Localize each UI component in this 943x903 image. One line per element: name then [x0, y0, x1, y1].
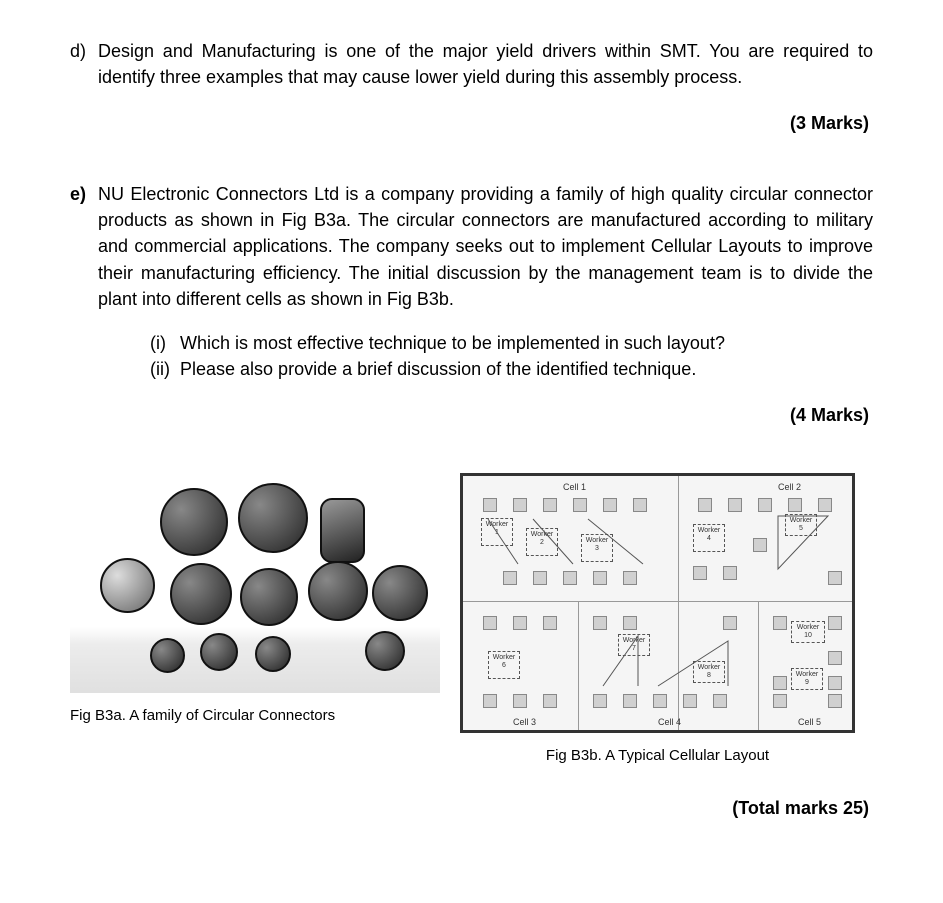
cell-separator [578, 601, 579, 730]
question-e-row: e) NU Electronic Connectors Ltd is a com… [70, 181, 873, 311]
total-marks: (Total marks 25) [70, 795, 873, 821]
connector-icon [372, 565, 428, 621]
question-e: e) NU Electronic Connectors Ltd is a com… [70, 181, 873, 428]
machine-icon [633, 498, 647, 512]
machine-icon [603, 498, 617, 512]
connector-icon [160, 488, 228, 556]
machine-icon [483, 616, 497, 630]
cell-separator [463, 601, 852, 602]
cellular-layout-diagram: Cell 1 Worker 1 Worker 2 Worker 3 Cell 2 [460, 473, 855, 733]
machine-icon [693, 566, 707, 580]
figure-b3b: Cell 1 Worker 1 Worker 2 Worker 3 Cell 2 [460, 473, 855, 767]
connector-icon [200, 633, 238, 671]
connector-icon [150, 638, 185, 673]
machine-icon [753, 538, 767, 552]
connector-icon [238, 483, 308, 553]
sub-i-num: (i) [150, 330, 180, 356]
machine-icon [818, 498, 832, 512]
sub-i-text: Which is most effective technique to be … [180, 330, 725, 356]
machine-icon [593, 616, 607, 630]
connector-icon [308, 561, 368, 621]
machine-icon [483, 498, 497, 512]
cell3-label: Cell 3 [513, 716, 536, 729]
question-e-letter: e) [70, 181, 98, 207]
cell-separator [758, 601, 759, 730]
question-d-letter: d) [70, 38, 98, 64]
connector-icon [255, 636, 291, 672]
connector-icon [240, 568, 298, 626]
machine-icon [723, 616, 737, 630]
worker4-box: Worker 4 [693, 524, 725, 552]
figure-b3b-caption: Fig B3b. A Typical Cellular Layout [460, 745, 855, 767]
machine-icon [698, 498, 712, 512]
machine-icon [513, 616, 527, 630]
machine-icon [683, 694, 697, 708]
cell5-label: Cell 5 [798, 716, 821, 729]
machine-icon [713, 694, 727, 708]
machine-icon [483, 694, 497, 708]
machine-icon [623, 694, 637, 708]
machine-icon [543, 498, 557, 512]
cell2-label: Cell 2 [778, 481, 801, 494]
machine-icon [543, 694, 557, 708]
path-arrow-icon [478, 514, 658, 574]
question-d-row: d) Design and Manufacturing is one of th… [70, 38, 873, 90]
machine-icon [513, 694, 527, 708]
question-d: d) Design and Manufacturing is one of th… [70, 38, 873, 136]
path-arrow-icon [598, 631, 738, 691]
connector-icon [320, 498, 365, 563]
cell-separator [678, 476, 679, 730]
sub-item-i: (i) Which is most effective technique to… [150, 330, 873, 356]
connectors-photo [70, 473, 440, 693]
worker6-box: Worker 6 [488, 651, 520, 679]
machine-icon [828, 694, 842, 708]
machine-icon [723, 566, 737, 580]
figures-container: Fig B3a. A family of Circular Connectors… [70, 473, 873, 767]
machine-icon [758, 498, 772, 512]
machine-icon [828, 616, 842, 630]
machine-icon [788, 498, 802, 512]
sub-ii-text: Please also provide a brief discussion o… [180, 356, 696, 382]
question-e-text: NU Electronic Connectors Ltd is a compan… [98, 181, 873, 311]
machine-icon [543, 616, 557, 630]
question-e-subitems: (i) Which is most effective technique to… [70, 330, 873, 382]
machine-icon [513, 498, 527, 512]
question-d-text: Design and Manufacturing is one of the m… [98, 38, 873, 90]
question-d-marks: (3 Marks) [70, 110, 873, 136]
cell1-label: Cell 1 [563, 481, 586, 494]
machine-icon [773, 694, 787, 708]
path-arrow-icon [773, 514, 838, 579]
machine-icon [593, 694, 607, 708]
connector-icon [365, 631, 405, 671]
connector-icon [100, 558, 155, 613]
sub-ii-num: (ii) [150, 356, 180, 382]
sub-item-ii: (ii) Please also provide a brief discuss… [150, 356, 873, 382]
machine-icon [828, 651, 842, 665]
connector-icon [170, 563, 232, 625]
machine-icon [773, 676, 787, 690]
question-e-marks: (4 Marks) [70, 402, 873, 428]
machine-icon [573, 498, 587, 512]
machine-icon [623, 616, 637, 630]
worker10-box: Worker 10 [791, 621, 825, 643]
machine-icon [773, 616, 787, 630]
figure-b3a-caption: Fig B3a. A family of Circular Connectors [70, 705, 440, 727]
machine-icon [653, 694, 667, 708]
machine-icon [828, 676, 842, 690]
machine-icon [728, 498, 742, 512]
cell4-label: Cell 4 [658, 716, 681, 729]
figure-b3a: Fig B3a. A family of Circular Connectors [70, 473, 440, 727]
worker9-box: Worker 9 [791, 668, 823, 690]
